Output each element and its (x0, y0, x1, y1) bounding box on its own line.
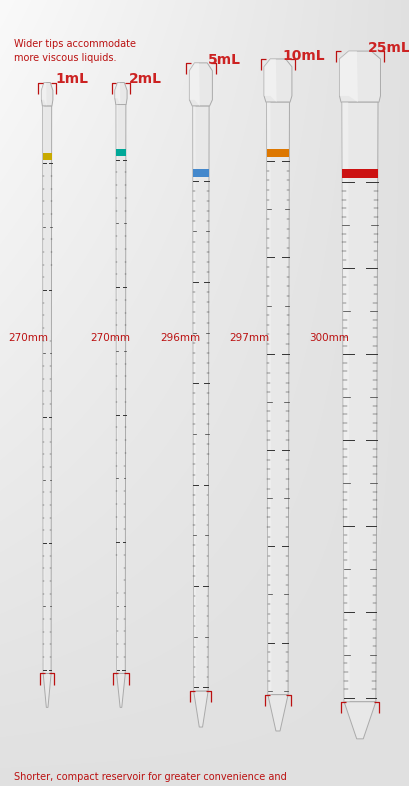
Polygon shape (115, 83, 120, 105)
Text: 2mL: 2mL (129, 72, 162, 86)
Polygon shape (339, 51, 357, 102)
Text: Wider tips accommodate
more viscous liquids.: Wider tips accommodate more viscous liqu… (14, 39, 136, 64)
Polygon shape (116, 105, 118, 674)
Polygon shape (116, 105, 126, 674)
Polygon shape (341, 102, 377, 702)
Polygon shape (341, 169, 377, 178)
Polygon shape (43, 153, 52, 160)
Polygon shape (341, 102, 349, 702)
Polygon shape (189, 63, 212, 106)
Polygon shape (266, 102, 289, 695)
Text: 25mL: 25mL (367, 41, 409, 55)
Polygon shape (116, 674, 125, 707)
Polygon shape (116, 149, 126, 156)
Polygon shape (192, 169, 209, 177)
Text: 300mm: 300mm (309, 333, 348, 343)
Polygon shape (43, 674, 51, 707)
Polygon shape (266, 149, 289, 157)
Polygon shape (343, 702, 375, 739)
Polygon shape (192, 106, 196, 691)
Polygon shape (115, 83, 127, 105)
Polygon shape (263, 59, 291, 102)
Polygon shape (263, 59, 276, 102)
Polygon shape (41, 83, 53, 106)
Polygon shape (189, 63, 199, 106)
Text: 270mm: 270mm (8, 333, 48, 343)
Text: 1mL: 1mL (55, 72, 88, 86)
Text: 10mL: 10mL (282, 49, 325, 63)
Polygon shape (339, 51, 380, 102)
Polygon shape (43, 106, 45, 674)
Text: 296mm: 296mm (160, 333, 200, 343)
Text: 297mm: 297mm (229, 333, 269, 343)
Polygon shape (193, 691, 208, 727)
Polygon shape (267, 695, 288, 731)
Polygon shape (43, 106, 52, 674)
Polygon shape (266, 102, 271, 695)
Text: 5mL: 5mL (208, 53, 240, 67)
Polygon shape (41, 83, 47, 106)
Text: 270mm: 270mm (90, 333, 130, 343)
Polygon shape (192, 106, 209, 691)
Text: Shorter, compact reservoir for greater convenience and
comfort when used in tigh: Shorter, compact reservoir for greater c… (14, 772, 286, 786)
